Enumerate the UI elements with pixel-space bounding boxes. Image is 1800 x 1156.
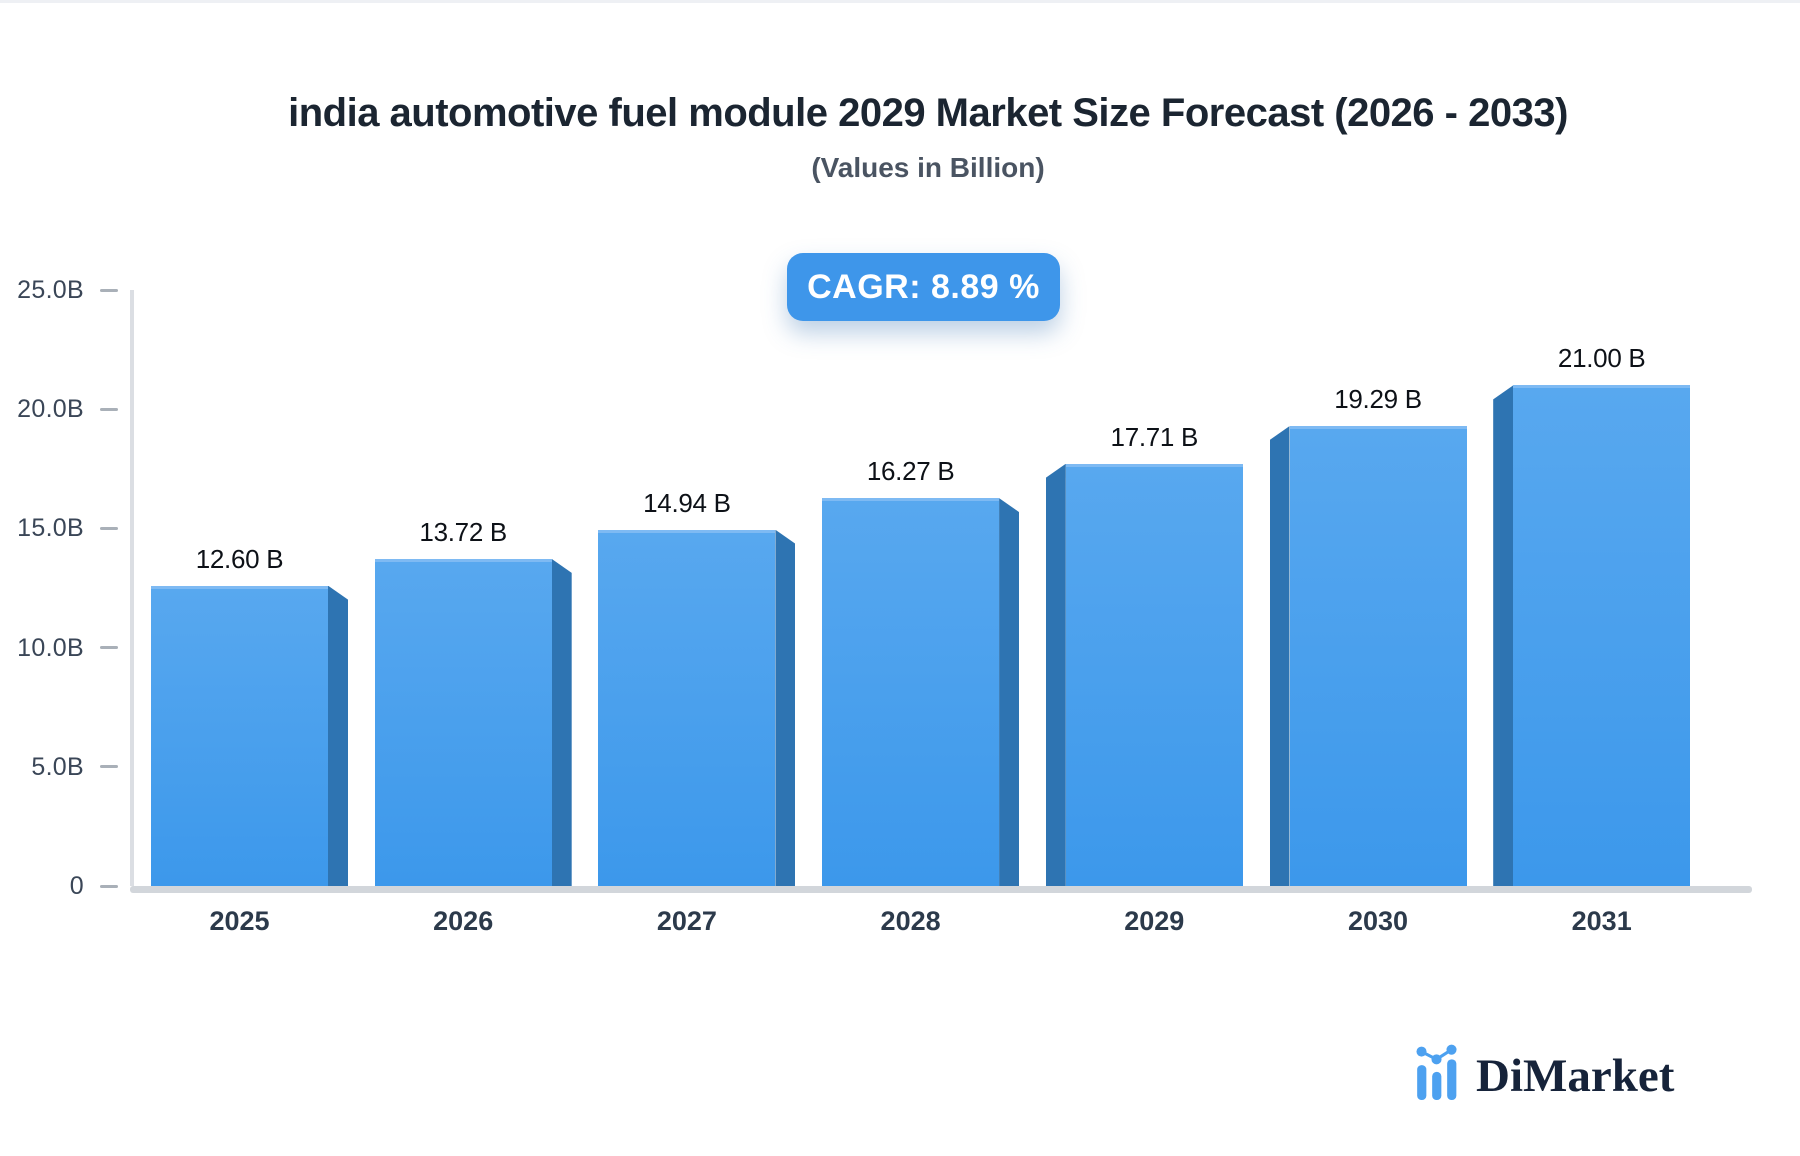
bar-3d-side [1493,385,1514,886]
bar-3d-side [775,529,796,886]
bar-face [822,498,1000,886]
chart-header: india automotive fuel module 2029 Market… [56,90,1800,184]
bar-face [1289,426,1467,886]
bar-value-label: 16.27 B [866,456,955,487]
y-axis-tick-mark [100,646,118,650]
x-axis-baseline [130,886,1752,893]
bar-face [1065,463,1243,886]
brand-logo[interactable]: DiMarket [1412,1040,1674,1100]
bar-value-label: 12.60 B [195,543,284,574]
bar-3d-side [1045,463,1066,886]
bar-face [598,529,776,886]
bar-3d-side [328,585,348,886]
x-axis-label: 2029 [1124,906,1185,936]
bar-value-label: 13.72 B [419,516,507,547]
y-axis-tick-label: 0 [69,872,84,900]
chart-subtitle: (Values in Billion) [811,152,1045,183]
y-axis-tick-mark [100,765,118,769]
x-axis-label: 2025 [209,906,270,936]
chart-title: india automotive fuel module 2029 Market… [288,91,1568,135]
bar-face [374,558,552,886]
bar-value-label: 21.00 B [1557,343,1646,374]
x-axis-label: 2027 [656,906,717,936]
y-axis-tick-label: 25.0B [17,276,84,304]
bar-value-label: 19.29 B [1334,384,1422,415]
bar-chart-dots-icon [1416,1044,1457,1100]
y-axis-tick-label: 20.0B [17,395,84,424]
x-axis-label: 2031 [1571,906,1632,936]
bar-2031[interactable] [1493,385,1691,886]
bar-3d-side [551,558,572,886]
bar-2026[interactable] [374,558,572,886]
y-axis-tick-mark [100,288,118,292]
bar-3d-side [999,498,1020,886]
x-axis-label: 2030 [1347,906,1409,936]
brand-logo-text: DiMarket [1476,1050,1675,1102]
x-axis-label: 2026 [433,906,494,936]
bar-3d-side [1269,426,1290,886]
bar-face [151,585,328,886]
bar-2030[interactable] [1269,426,1467,886]
cagr-badge: CAGR: 8.89 % [787,253,1060,321]
y-axis-tick-label: 10.0B [17,633,84,662]
bar-2028[interactable] [822,498,1020,886]
bar-value-label: 14.94 B [643,487,731,518]
x-axis-label: 2028 [880,906,941,936]
y-axis-tick-mark [100,526,118,530]
bar-value-label: 17.71 B [1110,421,1199,452]
y-axis-tick-mark [100,407,118,411]
bar-face [1513,385,1691,886]
y-axis-tick-label: 15.0B [17,514,84,543]
y-axis-tick-label: 5.0B [31,752,84,781]
y-axis-tick-mark [100,884,118,888]
top-border-strip [0,0,1800,3]
bar-2029[interactable] [1045,463,1243,886]
bar-2027[interactable] [598,529,796,886]
bar-2025[interactable] [151,585,348,886]
y-axis-line [130,290,134,886]
